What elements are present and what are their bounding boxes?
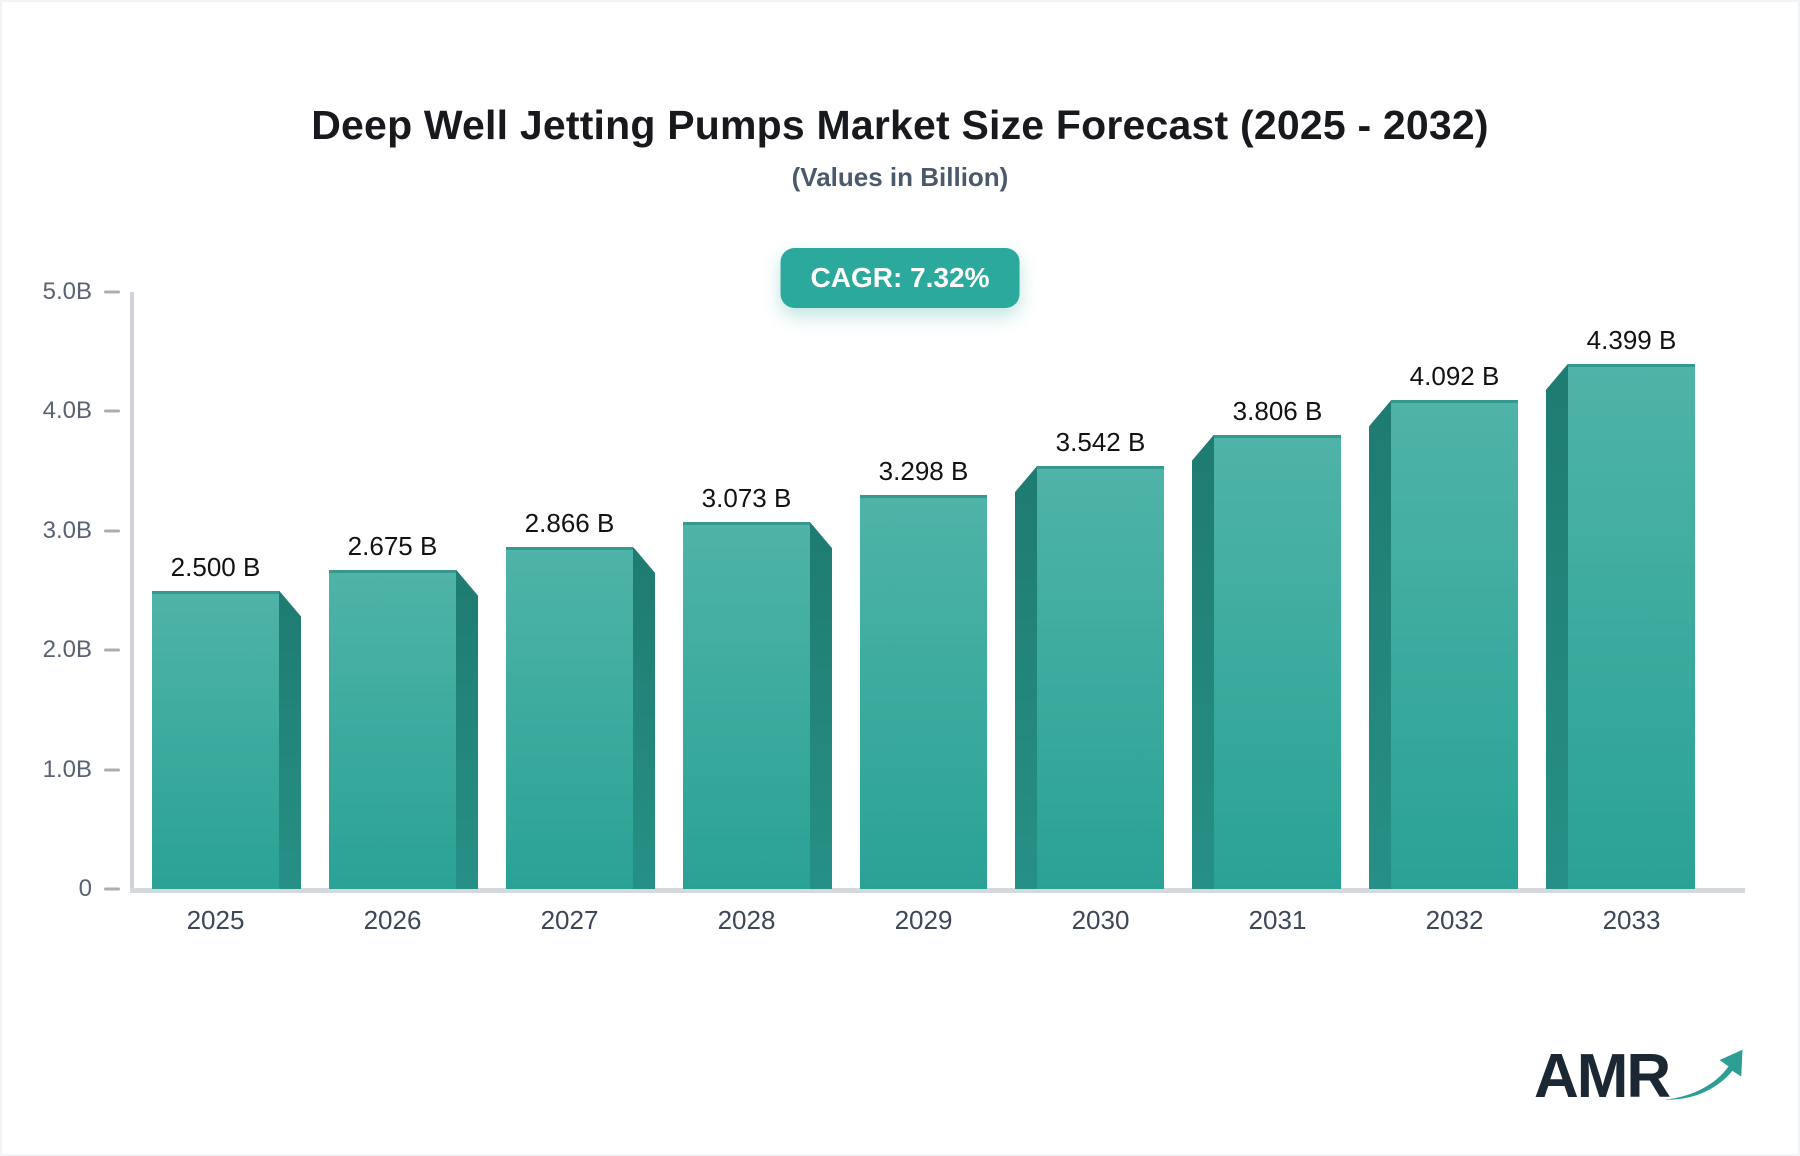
amr-logo[interactable]: AMR — [1534, 1037, 1744, 1117]
bar-value-label-2025: 2.500 B — [170, 551, 261, 582]
y-tick-label-4.0B: 4.0B — [42, 397, 92, 425]
x-tick-label-2025: 2025 — [186, 905, 245, 935]
y-tick-label-1.0B: 1.0B — [42, 755, 92, 783]
amr-logo-text: AMR — [1534, 1042, 1671, 1111]
y-tick-mark — [104, 768, 120, 772]
x-tick-label-2026: 2026 — [363, 905, 422, 935]
y-tick-mark — [104, 648, 120, 652]
y-tick-mark — [104, 529, 120, 533]
x-axis-baseline — [130, 888, 1745, 893]
y-tick-mark — [104, 887, 120, 891]
x-tick-label-2030: 2030 — [1071, 905, 1130, 935]
chart-subtitle: (Values in Billion) — [791, 162, 1009, 192]
bar-2027[interactable] — [506, 546, 633, 889]
x-tick-label-2031: 2031 — [1248, 905, 1307, 935]
bar-value-label-2033: 4.399 B — [1586, 324, 1677, 355]
bar-side-2028 — [810, 522, 832, 889]
x-tick-label-2027: 2027 — [540, 905, 599, 935]
y-tick-label-3.0B: 3.0B — [42, 516, 92, 544]
bar-2026[interactable] — [329, 569, 456, 889]
bar-side-2032 — [1369, 400, 1391, 889]
plot-area: 5.0B 4.0B 3.0B 2.0B 1.0B 0 2.500 B 2025 2.675 B… — [2, 278, 1798, 935]
bar-side-2025 — [279, 590, 301, 889]
bar-side-2030 — [1015, 466, 1037, 889]
bar-2030[interactable] — [1037, 466, 1164, 889]
y-axis-line — [130, 292, 134, 889]
logo-growth-arrow-icon — [1665, 1049, 1743, 1100]
bar-side-2027 — [633, 546, 655, 889]
bar-value-label-2032: 4.092 B — [1409, 361, 1500, 392]
x-tick-label-2029: 2029 — [894, 905, 953, 935]
bar-2029[interactable] — [860, 495, 987, 889]
bar-value-label-2029: 3.298 B — [878, 456, 969, 487]
bar-side-2033 — [1546, 363, 1568, 889]
bar-2028[interactable] — [683, 522, 810, 889]
bar-value-label-2026: 2.675 B — [347, 530, 438, 561]
bar-value-label-2031: 3.806 B — [1232, 395, 1323, 426]
y-tick-mark — [104, 409, 120, 413]
bar-value-label-2030: 3.542 B — [1055, 427, 1146, 458]
x-tick-label-2028: 2028 — [717, 905, 776, 935]
bar-value-label-2027: 2.866 B — [524, 507, 615, 538]
y-tick-label-5.0B: 5.0B — [42, 278, 92, 305]
bar-2032[interactable] — [1391, 400, 1518, 889]
y-tick-label-2.0B: 2.0B — [42, 636, 92, 664]
x-tick-label-2032: 2032 — [1425, 905, 1484, 935]
bar-side-2031 — [1192, 434, 1214, 889]
bar-2033[interactable] — [1568, 363, 1695, 889]
bar-side-2026 — [456, 569, 478, 889]
bar-2031[interactable] — [1214, 434, 1341, 889]
cagr-badge: CAGR: 7.32% — [780, 248, 1020, 308]
y-tick-label-0: 0 — [78, 875, 92, 902]
y-tick-mark — [104, 290, 120, 294]
bar-value-label-2028: 3.073 B — [701, 483, 792, 514]
bar-2025[interactable] — [152, 590, 279, 889]
x-tick-label-2033: 2033 — [1602, 905, 1661, 935]
chart-title: Deep Well Jetting Pumps Market Size Fore… — [311, 102, 1489, 148]
